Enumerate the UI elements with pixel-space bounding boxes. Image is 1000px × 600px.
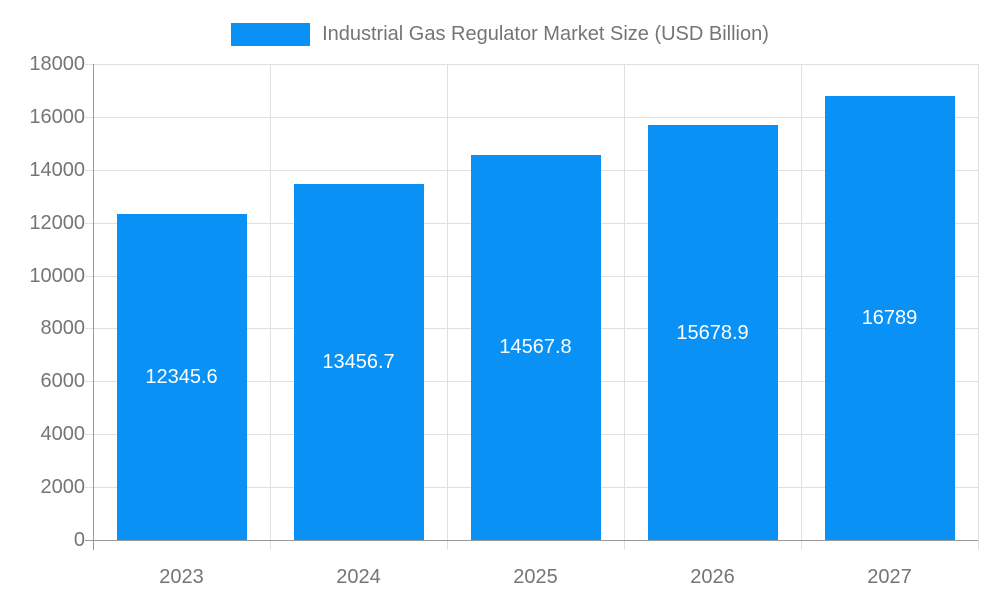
y-axis-tick-label: 4000 [40,423,86,446]
y-axis-tick-label: 18000 [29,53,85,75]
legend-swatch-icon[interactable] [231,22,311,46]
x-gridline [624,64,625,550]
x-gridline [447,64,448,550]
y-gridline [85,64,978,65]
legend-label[interactable]: Industrial Gas Regulator Market Size (US… [322,22,769,45]
x-axis-tick-label: 2025 [513,566,558,588]
bar-2027[interactable] [824,96,955,540]
y-axis-tick-label: 6000 [40,370,86,393]
x-axis-line [85,540,978,541]
y-axis-tick-label: 12000 [29,211,85,234]
y-axis-tick-label: 2000 [40,476,86,499]
bar-2026[interactable] [647,125,778,540]
y-axis-line [93,64,94,550]
x-gridline [270,64,271,550]
bar-2025[interactable] [470,154,601,540]
x-gridline [978,64,979,550]
plot-area: 0 2000 4000 6000 8000 10000 12000 14000 16000 180… [29,53,979,588]
bar-value-label: 14567.8 [499,336,572,359]
bar-2023[interactable] [116,213,247,540]
y-axis-tick-label: 14000 [29,158,85,181]
bar-value-label: 15678.9 [676,321,749,344]
x-axis-tick-label: 2027 [867,566,912,588]
y-gridline [85,116,978,118]
y-axis-tick-label: 10000 [29,264,85,287]
y-axis-tick-label: 16000 [29,105,85,128]
x-gridline [801,64,802,550]
bar-2024[interactable] [293,184,424,540]
bar-value-label: 12345.6 [145,365,218,388]
bar-value-label: 13456.7 [322,351,395,374]
bar-value-label: 16789 [861,307,918,329]
y-axis-tick-label: 0 [73,529,85,551]
x-axis-tick-label: 2026 [690,566,735,588]
chart-legend: Industrial Gas Regulator Market Size (US… [0,22,1000,46]
x-axis-tick-label: 2024 [336,566,381,588]
y-axis-tick-label: 8000 [40,317,86,340]
x-axis-tick-label: 2023 [159,566,204,588]
